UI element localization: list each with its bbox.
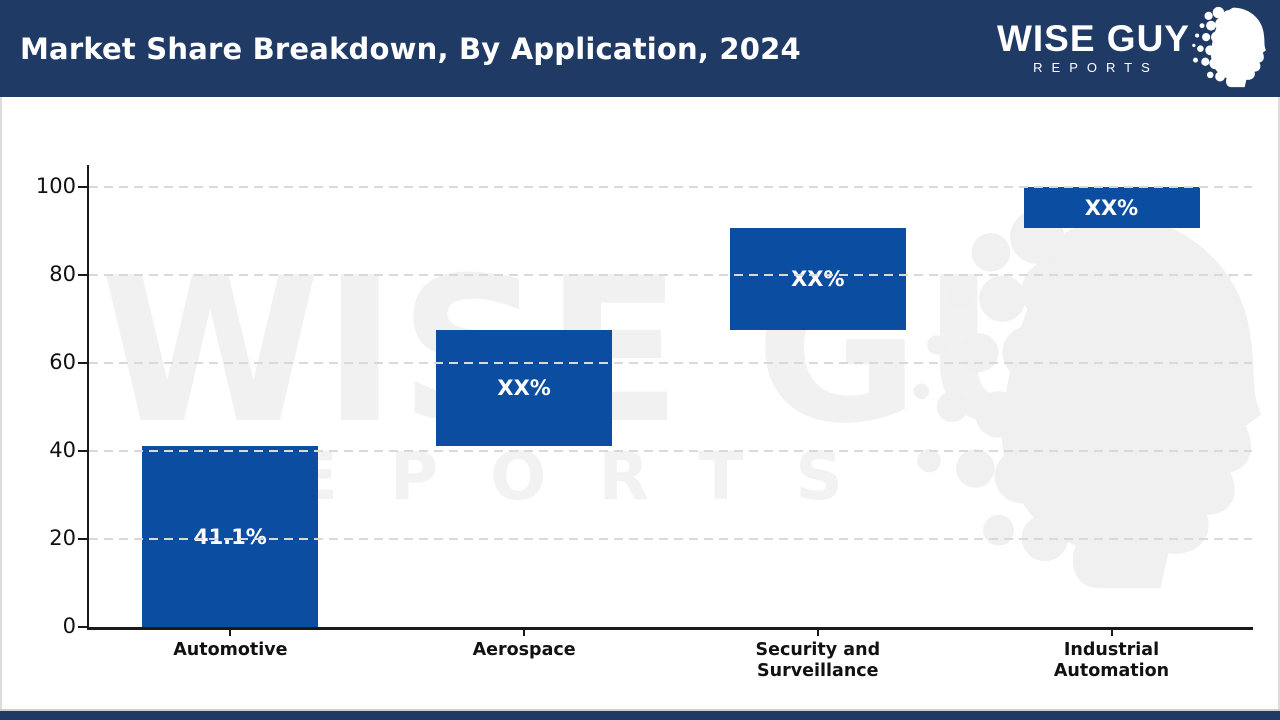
y-tick: [78, 362, 88, 364]
y-tick: [78, 626, 88, 628]
bar-segment: 41.1%: [142, 446, 319, 627]
bar-segment: XX%: [729, 228, 906, 330]
header: Market Share Breakdown, By Application, …: [0, 0, 1280, 97]
y-tick: [78, 186, 88, 188]
gridline: [89, 274, 1252, 276]
y-tick-label: 60: [49, 350, 76, 374]
bar-value-label: XX%: [497, 375, 551, 400]
logo-subtitle: REPORTS: [1033, 59, 1159, 75]
bar-value-label: XX%: [791, 266, 845, 291]
gridline: [89, 186, 1252, 188]
gridline: [89, 450, 1252, 452]
y-tick: [78, 274, 88, 276]
x-tick: [523, 628, 526, 636]
x-tick: [229, 628, 232, 636]
y-tick-label: 20: [49, 526, 76, 550]
x-tick: [816, 628, 819, 636]
category-label: Industrial Automation: [1053, 640, 1170, 681]
bar-segment: XX%: [436, 329, 613, 447]
y-tick-label: 100: [35, 174, 76, 198]
footer-divider: [0, 709, 1280, 711]
y-tick-label: 40: [49, 438, 76, 462]
page-title: Market Share Breakdown, By Application, …: [20, 31, 801, 66]
y-tick: [78, 538, 88, 540]
logo: WISE GUY REPORTS: [997, 6, 1268, 88]
y-tick: [78, 450, 88, 452]
logo-text: WISE GUY REPORTS: [997, 20, 1190, 75]
bar-value-label: XX%: [1084, 195, 1139, 220]
category-label: Aerospace: [472, 640, 576, 660]
y-tick-label: 80: [49, 262, 76, 286]
y-axis-line: [87, 165, 89, 629]
y-tick-label: 0: [62, 614, 76, 638]
dotted-head-profile-icon: [1192, 6, 1266, 88]
market-share-chart: 0 20 40 60 80 100 41.1% Automotive XX% Aerospace X…: [0, 97, 1280, 711]
x-axis-line: [87, 627, 1253, 630]
x-tick: [1110, 628, 1113, 636]
footer-bar: [0, 711, 1280, 720]
gridline: [89, 362, 1252, 364]
logo-wordmark: WISE GUY: [996, 17, 1190, 59]
category-label: Automotive: [173, 640, 288, 660]
category-label: Security and Surveillance: [755, 640, 881, 681]
bar-segment: XX%: [1023, 187, 1200, 229]
gridline: [89, 538, 1252, 540]
bar-value-label: 41.1%: [193, 524, 267, 549]
